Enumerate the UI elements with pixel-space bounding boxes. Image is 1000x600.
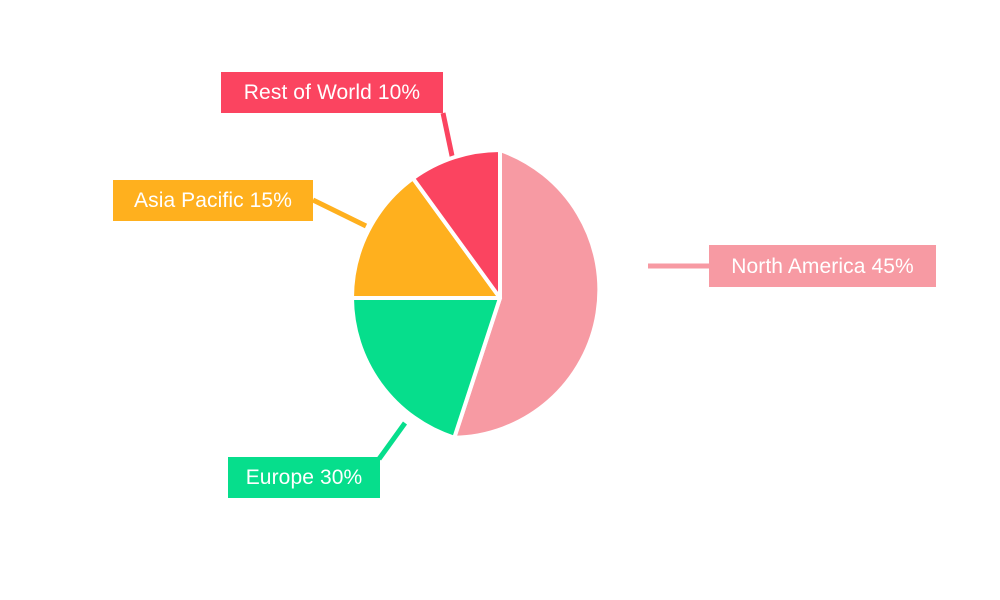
leader-line-europe — [376, 421, 408, 461]
pie-label-north-america: North America 45% — [709, 245, 936, 287]
pie-slice-asia-pacific[interactable] — [350, 176, 502, 300]
pie-slice-europe[interactable] — [350, 296, 502, 440]
pie-label-europe: Europe 30% — [228, 457, 380, 498]
pie-slice-north-america[interactable] — [452, 148, 602, 440]
leader-line-asia-pacific — [311, 197, 368, 229]
pie-label-asia-pacific: Asia Pacific 15% — [113, 180, 313, 221]
pie-slice-rest-of-world[interactable] — [410, 148, 502, 300]
pie-label-rest-of-world: Rest of World 10% — [221, 72, 443, 113]
